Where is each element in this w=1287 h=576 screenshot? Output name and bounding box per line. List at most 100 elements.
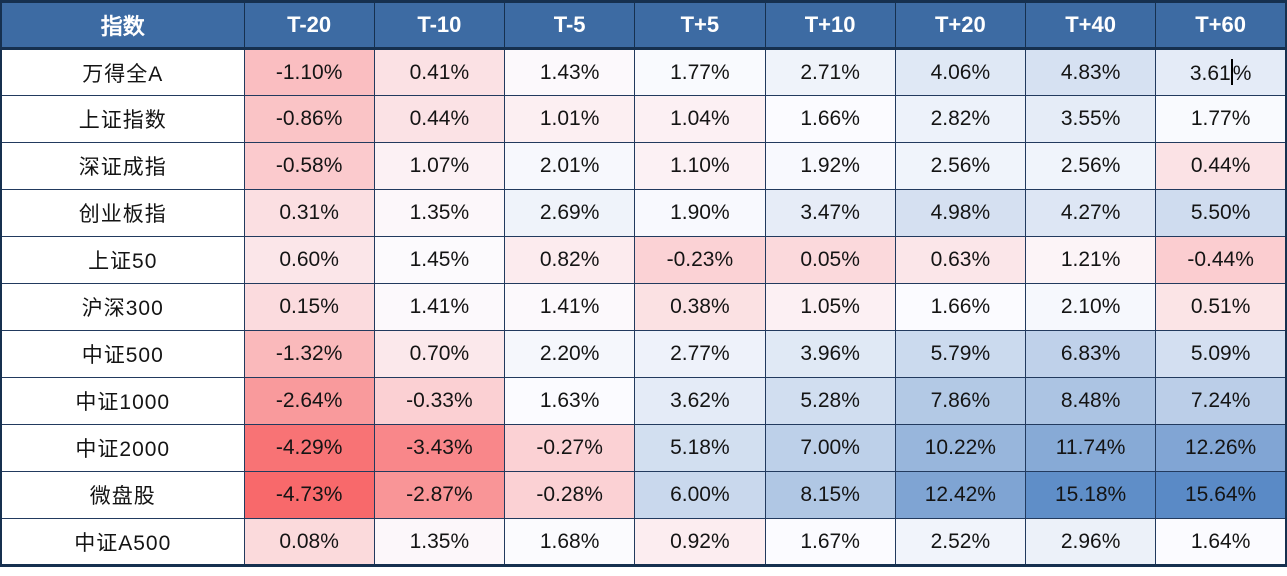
- table-cell[interactable]: 0.51%: [1155, 283, 1287, 331]
- table-cell[interactable]: 4.83%: [1024, 48, 1157, 96]
- table-cell[interactable]: 1.01%: [503, 95, 636, 143]
- table-cell[interactable]: 2.82%: [894, 95, 1027, 143]
- table-cell[interactable]: -0.28%: [503, 471, 636, 519]
- table-cell[interactable]: 1.10%: [634, 142, 766, 190]
- table-cell[interactable]: 0.41%: [373, 48, 506, 96]
- table-cell[interactable]: 1.05%: [764, 283, 896, 331]
- table-cell[interactable]: -0.27%: [503, 424, 636, 472]
- table-cell[interactable]: 0.31%: [243, 189, 375, 237]
- table-cell[interactable]: 8.15%: [764, 471, 896, 519]
- row-label[interactable]: 沪深300: [0, 283, 245, 331]
- column-header-t-10[interactable]: T-10: [373, 0, 506, 50]
- table-cell[interactable]: 15.18%: [1024, 471, 1157, 519]
- row-label[interactable]: 微盘股: [0, 471, 245, 519]
- column-header-t+60[interactable]: T+60: [1155, 0, 1287, 50]
- row-label[interactable]: 中证1000: [0, 377, 245, 425]
- row-label[interactable]: 创业板指: [0, 189, 245, 237]
- table-cell[interactable]: 7.24%: [1155, 377, 1287, 425]
- table-cell[interactable]: 1.66%: [894, 283, 1027, 331]
- row-label[interactable]: 中证2000: [0, 424, 245, 472]
- table-cell[interactable]: -3.43%: [373, 424, 506, 472]
- column-header-t-20[interactable]: T-20: [243, 0, 375, 50]
- table-cell[interactable]: 3.61%: [1155, 48, 1287, 96]
- table-cell[interactable]: 1.04%: [634, 95, 766, 143]
- table-cell[interactable]: 0.70%: [373, 330, 506, 378]
- table-cell[interactable]: 5.18%: [634, 424, 766, 472]
- table-cell[interactable]: 1.21%: [1024, 236, 1157, 284]
- table-cell[interactable]: 0.44%: [373, 95, 506, 143]
- table-cell[interactable]: 3.62%: [634, 377, 766, 425]
- table-cell[interactable]: -4.29%: [243, 424, 375, 472]
- table-cell[interactable]: 0.82%: [503, 236, 636, 284]
- row-label[interactable]: 深证成指: [0, 142, 245, 190]
- table-cell[interactable]: 1.41%: [373, 283, 506, 331]
- table-cell[interactable]: 7.86%: [894, 377, 1027, 425]
- table-cell[interactable]: 11.74%: [1024, 424, 1157, 472]
- table-cell[interactable]: 2.96%: [1024, 518, 1157, 567]
- table-cell[interactable]: -1.32%: [243, 330, 375, 378]
- table-cell[interactable]: -0.23%: [634, 236, 766, 284]
- table-cell[interactable]: 4.06%: [894, 48, 1027, 96]
- table-cell[interactable]: 3.96%: [764, 330, 896, 378]
- table-cell[interactable]: 1.77%: [634, 48, 766, 96]
- table-cell[interactable]: 5.50%: [1155, 189, 1287, 237]
- table-cell[interactable]: -4.73%: [243, 471, 375, 519]
- table-cell[interactable]: 5.28%: [764, 377, 896, 425]
- table-cell[interactable]: 4.27%: [1024, 189, 1157, 237]
- row-label[interactable]: 万得全A: [0, 48, 245, 96]
- table-cell[interactable]: 0.44%: [1155, 142, 1287, 190]
- table-cell[interactable]: 6.00%: [634, 471, 766, 519]
- table-cell[interactable]: -2.87%: [373, 471, 506, 519]
- table-cell[interactable]: 15.64%: [1155, 471, 1287, 519]
- table-cell[interactable]: 5.09%: [1155, 330, 1287, 378]
- table-cell[interactable]: -0.33%: [373, 377, 506, 425]
- table-cell[interactable]: 2.01%: [503, 142, 636, 190]
- table-cell[interactable]: 12.26%: [1155, 424, 1287, 472]
- index-column-header[interactable]: 指数: [0, 0, 245, 50]
- table-cell[interactable]: 12.42%: [894, 471, 1027, 519]
- table-cell[interactable]: 10.22%: [894, 424, 1027, 472]
- table-cell[interactable]: 1.68%: [503, 518, 636, 567]
- column-header-t+10[interactable]: T+10: [764, 0, 896, 50]
- table-cell[interactable]: 1.64%: [1155, 518, 1287, 567]
- table-cell[interactable]: 1.43%: [503, 48, 636, 96]
- table-cell[interactable]: 1.35%: [373, 518, 506, 567]
- table-cell[interactable]: 0.38%: [634, 283, 766, 331]
- table-cell[interactable]: 0.92%: [634, 518, 766, 567]
- table-cell[interactable]: 7.00%: [764, 424, 896, 472]
- table-cell[interactable]: 0.08%: [243, 518, 375, 567]
- table-cell[interactable]: 1.41%: [503, 283, 636, 331]
- table-cell[interactable]: 2.52%: [894, 518, 1027, 567]
- table-cell[interactable]: 6.83%: [1024, 330, 1157, 378]
- table-cell[interactable]: 4.98%: [894, 189, 1027, 237]
- table-cell[interactable]: 1.66%: [764, 95, 896, 143]
- column-header-t+40[interactable]: T+40: [1024, 0, 1157, 50]
- table-cell[interactable]: -1.10%: [243, 48, 375, 96]
- row-label[interactable]: 中证A500: [0, 518, 245, 567]
- table-cell[interactable]: 1.45%: [373, 236, 506, 284]
- table-cell[interactable]: 8.48%: [1024, 377, 1157, 425]
- column-header-t+20[interactable]: T+20: [894, 0, 1027, 50]
- table-cell[interactable]: -0.58%: [243, 142, 375, 190]
- table-cell[interactable]: 3.47%: [764, 189, 896, 237]
- row-label[interactable]: 上证指数: [0, 95, 245, 143]
- table-cell[interactable]: 2.77%: [634, 330, 766, 378]
- table-cell[interactable]: -0.86%: [243, 95, 375, 143]
- row-label[interactable]: 上证50: [0, 236, 245, 284]
- column-header-t-5[interactable]: T-5: [503, 0, 636, 50]
- table-cell[interactable]: -2.64%: [243, 377, 375, 425]
- table-cell[interactable]: 1.90%: [634, 189, 766, 237]
- table-cell[interactable]: 2.71%: [764, 48, 896, 96]
- table-cell[interactable]: 1.77%: [1155, 95, 1287, 143]
- table-cell[interactable]: 1.35%: [373, 189, 506, 237]
- table-cell[interactable]: 1.67%: [764, 518, 896, 567]
- table-cell[interactable]: 5.79%: [894, 330, 1027, 378]
- table-cell[interactable]: 1.07%: [373, 142, 506, 190]
- table-cell[interactable]: 2.56%: [1024, 142, 1157, 190]
- table-cell[interactable]: 0.60%: [243, 236, 375, 284]
- table-cell[interactable]: 0.63%: [894, 236, 1027, 284]
- table-cell[interactable]: 2.10%: [1024, 283, 1157, 331]
- table-cell[interactable]: 1.92%: [764, 142, 896, 190]
- table-cell[interactable]: 0.05%: [764, 236, 896, 284]
- table-cell[interactable]: 1.63%: [503, 377, 636, 425]
